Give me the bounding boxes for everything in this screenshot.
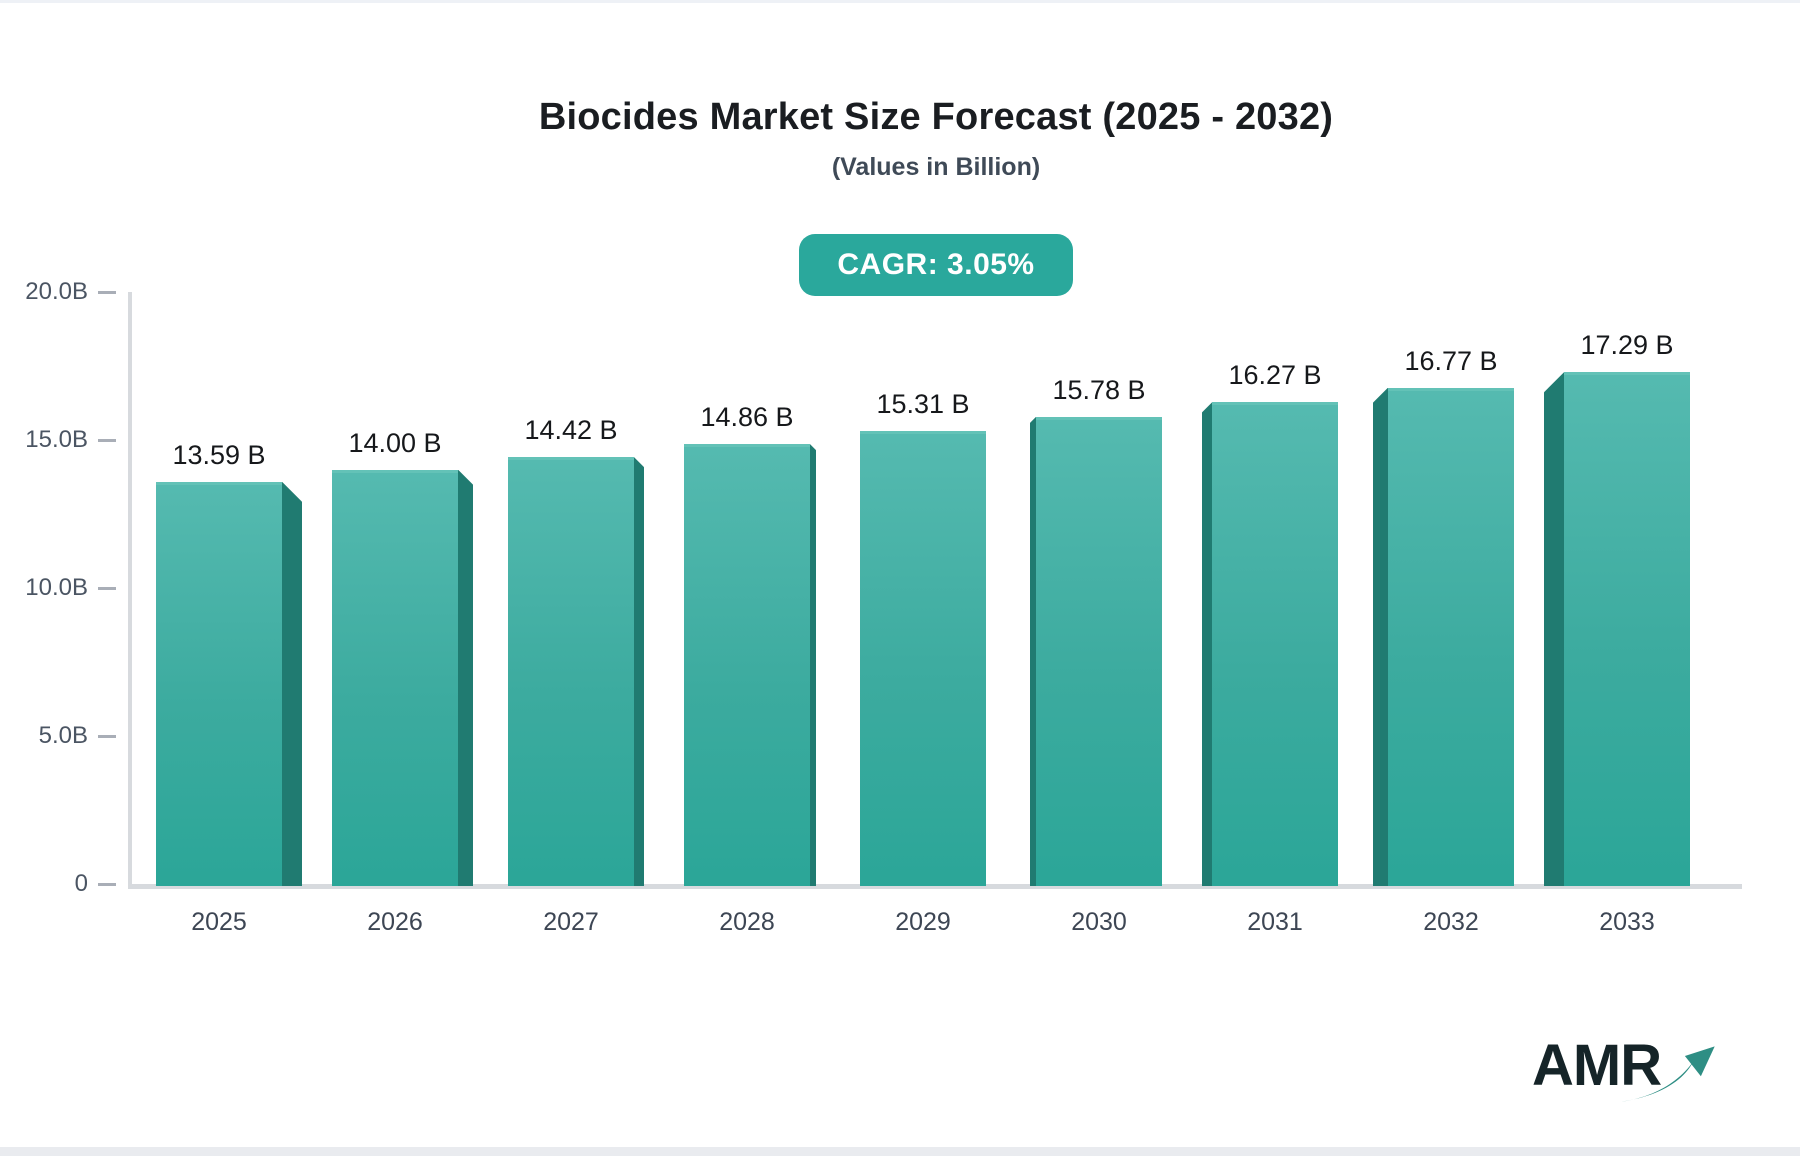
- bar-face: [508, 457, 634, 886]
- x-tick-label: 2028: [719, 908, 775, 936]
- bar-face: [156, 481, 282, 886]
- bar-3d-side: [810, 444, 816, 886]
- bar-3d-side: [1544, 372, 1564, 886]
- x-tick-label: 2030: [1071, 908, 1127, 936]
- bar-face: [332, 469, 458, 886]
- x-tick-label: 2031: [1247, 908, 1303, 936]
- bar-value-label: 15.31 B: [876, 388, 970, 419]
- bar-face: [1388, 387, 1514, 886]
- bar-value-label: 16.27 B: [1228, 360, 1322, 391]
- bar-face: [684, 444, 810, 886]
- y-tick-mark: [98, 587, 116, 590]
- y-tick-mark: [98, 735, 116, 738]
- bar-value-label: 16.77 B: [1404, 345, 1498, 376]
- bar-value-label: 13.59 B: [172, 439, 266, 470]
- bar-face: [860, 430, 986, 886]
- chart-header: Biocides Market Size Forecast (2025 - 20…: [130, 0, 1742, 296]
- bar-value-label: 14.00 B: [348, 427, 442, 458]
- y-tick-label: 10.0B: [25, 574, 88, 601]
- bar-face: [1564, 372, 1690, 886]
- amr-logo: AMR: [1532, 1032, 1722, 1116]
- top-window-edge: [0, 0, 1800, 3]
- x-axis-line: [128, 884, 1742, 889]
- y-tick-label: 0: [74, 870, 88, 897]
- bar-3d-side: [1373, 387, 1388, 886]
- bar: [860, 430, 986, 886]
- bar: [1373, 387, 1514, 886]
- y-tick-label: 5.0B: [38, 722, 88, 749]
- y-tick-mark: [98, 291, 116, 294]
- chart-subtitle: (Values in Billion): [831, 153, 1041, 181]
- bar: [1202, 402, 1338, 886]
- chart-title: Biocides Market Size Forecast (2025 - 20…: [538, 96, 1334, 138]
- bar-3d-side: [634, 457, 644, 886]
- bar-value-label: 14.86 B: [700, 402, 794, 433]
- bar-value-label: 17.29 B: [1580, 330, 1674, 361]
- y-tick-label: 20.0B: [25, 278, 88, 305]
- bar: [156, 481, 302, 886]
- x-tick-label: 2026: [367, 908, 423, 936]
- bar-value-label: 15.78 B: [1052, 374, 1146, 405]
- bar: [1544, 372, 1690, 886]
- bar: [1030, 416, 1162, 886]
- bar-face: [1212, 402, 1338, 886]
- y-axis-line: [128, 292, 132, 884]
- bar-3d-side: [282, 481, 302, 886]
- growth-arrow-icon: [1621, 1046, 1715, 1102]
- x-tick-label: 2027: [543, 908, 599, 936]
- amr-logo-text: AMR: [1532, 1033, 1662, 1098]
- y-tick-mark: [98, 439, 116, 442]
- bar-3d-side: [1202, 402, 1212, 886]
- bar-value-label: 14.42 B: [524, 415, 618, 446]
- bar-3d-side: [1030, 416, 1036, 886]
- bottom-window-edge: [0, 1147, 1800, 1156]
- bar: [508, 457, 644, 886]
- x-tick-label: 2033: [1599, 908, 1655, 936]
- bar-face: [1036, 416, 1162, 886]
- y-tick-mark: [98, 883, 116, 886]
- bar-3d-side: [458, 469, 473, 886]
- bar: [684, 444, 816, 886]
- bar: [332, 469, 473, 886]
- x-tick-label: 2025: [191, 908, 247, 936]
- cagr-badge: CAGR: 3.05%: [799, 234, 1073, 296]
- y-tick-label: 15.0B: [25, 426, 88, 453]
- x-tick-label: 2032: [1423, 908, 1479, 936]
- x-tick-label: 2029: [895, 908, 951, 936]
